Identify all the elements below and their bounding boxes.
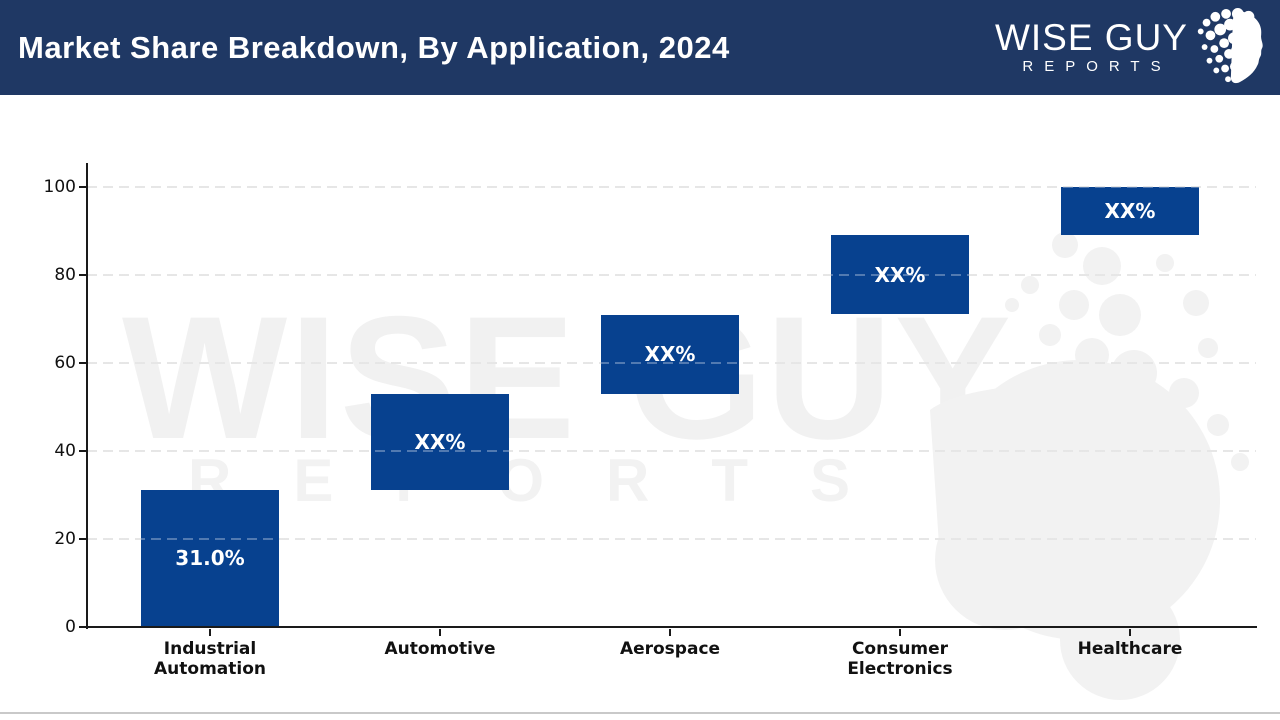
gridline-overlay	[87, 538, 1256, 540]
y-tick-label: 80	[54, 265, 76, 285]
y-tick	[79, 274, 87, 276]
bar-value-label: XX%	[644, 342, 696, 367]
page-title: Market Share Breakdown, By Application, …	[18, 29, 730, 65]
waterfall-bar: 31.0%	[141, 490, 279, 627]
gridline-overlay	[87, 274, 1256, 276]
y-tick	[79, 626, 87, 628]
y-tick-label: 60	[54, 353, 76, 373]
bar-value-label: XX%	[874, 262, 926, 287]
y-tick-label: 0	[65, 617, 76, 637]
y-axis-line	[86, 163, 88, 629]
waterfall-bar: XX%	[831, 235, 969, 315]
wise-guy-logo: WISE GUY REPORTS	[994, 7, 1266, 88]
x-tick	[439, 629, 441, 636]
gridline	[87, 450, 1256, 452]
y-tick	[79, 186, 87, 188]
bar-value-label: 31.0%	[175, 546, 245, 571]
y-tick-label: 40	[54, 441, 76, 461]
gridline-overlay	[87, 362, 1256, 364]
waterfall-bar: XX%	[601, 314, 739, 394]
y-tick-label: 20	[54, 529, 76, 549]
logo-text: WISE GUY REPORTS	[994, 17, 1188, 76]
category-label: Automotive	[384, 639, 496, 659]
gridline-overlay	[87, 186, 1256, 188]
x-tick	[1129, 629, 1131, 636]
x-tick	[209, 629, 211, 636]
bar-value-label: XX%	[1104, 199, 1156, 224]
x-axis-line	[86, 626, 1257, 628]
x-tick	[899, 629, 901, 636]
waterfall-bar: XX%	[1061, 187, 1199, 236]
waterfall-bar: XX%	[371, 393, 509, 491]
y-tick	[79, 450, 87, 452]
gridline	[87, 274, 1256, 276]
logo-face-icon	[1197, 7, 1263, 83]
gridline	[87, 538, 1256, 540]
gridline	[87, 186, 1256, 188]
category-label: Industrial Automation	[154, 639, 266, 679]
bar-value-label: XX%	[414, 429, 466, 454]
category-label: Aerospace	[619, 639, 721, 659]
chart-area: WISE GUY REPORTS 0 20 40 60 80 100 31.0% XX% XX%…	[0, 95, 1280, 720]
y-tick	[79, 362, 87, 364]
x-tick	[669, 629, 671, 636]
logo-wordmark: WISE GUY	[994, 17, 1188, 59]
category-label: Consumer Electronics	[847, 639, 953, 679]
y-tick	[79, 538, 87, 540]
y-tick-label: 100	[43, 177, 76, 197]
plot: 0 20 40 60 80 100 31.0% XX% XX% XX% XX% Industrial …	[0, 95, 1280, 720]
bottom-divider	[0, 712, 1280, 714]
header-bar: Market Share Breakdown, By Application, …	[0, 0, 1280, 95]
gridline-overlay	[87, 450, 1256, 452]
logo-subtext: REPORTS	[1022, 57, 1172, 75]
category-label: Healthcare	[1077, 639, 1183, 659]
